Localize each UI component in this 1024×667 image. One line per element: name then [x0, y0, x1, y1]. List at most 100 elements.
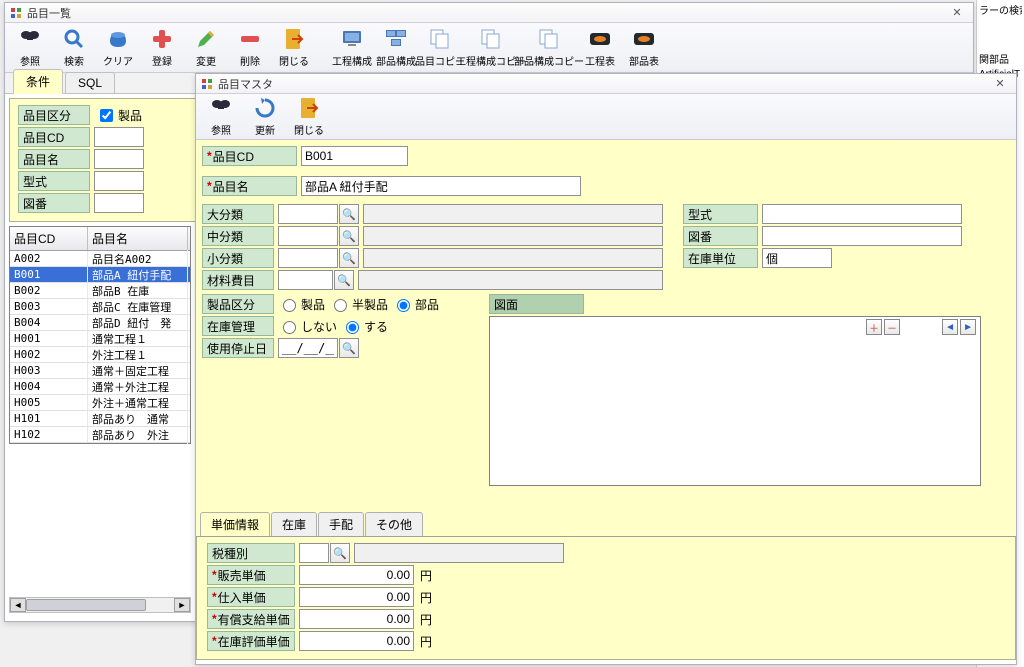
radio-stock-yes[interactable]: する: [341, 318, 388, 335]
field-model-label: 型式: [18, 171, 90, 191]
supply-price-input[interactable]: [299, 609, 414, 629]
col-name[interactable]: 品目名: [88, 227, 188, 250]
field-name-label: 品目名: [18, 149, 90, 169]
delete-button[interactable]: 削除: [229, 25, 271, 71]
search-button[interactable]: 検索: [53, 25, 95, 71]
item-master-toolbar: 参照 更新 閉じる: [196, 94, 1016, 140]
sell-price-input[interactable]: [299, 565, 414, 585]
stopdate-input[interactable]: [278, 338, 338, 358]
radio-stock-no[interactable]: しない: [278, 318, 337, 335]
filter-drawing-input[interactable]: [94, 193, 144, 213]
next-icon[interactable]: ►: [960, 319, 976, 335]
field-drawing-label: 図番: [18, 193, 90, 213]
parts-table-button[interactable]: 部品表: [623, 25, 665, 71]
yen-label: 円: [420, 567, 432, 584]
model-label: 型式: [683, 204, 758, 224]
clear-button[interactable]: クリア: [97, 25, 139, 71]
parts-copy-button[interactable]: 部品構成コピー: [521, 25, 577, 71]
tab-stock[interactable]: 在庫: [271, 512, 317, 536]
item-list-title: 品目一覧: [27, 5, 71, 21]
product-checkbox[interactable]: 製品: [96, 106, 142, 125]
bg-item-1: 関部品: [979, 51, 1022, 66]
stock-label: 在庫管理: [202, 316, 274, 336]
search-icon[interactable]: 🔍: [339, 248, 359, 268]
grid-hscroll[interactable]: ◄►: [9, 597, 191, 613]
filter-cd-input[interactable]: [94, 127, 144, 147]
material-desc: [358, 270, 663, 290]
cd-label: 品目CD: [202, 146, 297, 166]
buy-price-label: 仕入単価: [207, 587, 295, 607]
item-master-titlebar: 品目マスタ ✕: [196, 74, 1016, 94]
eval-price-label: 在庫評価単価: [207, 631, 295, 651]
sell-price-label: 販売単価: [207, 565, 295, 585]
close-icon[interactable]: ✕: [988, 77, 1012, 90]
kubun-label: 製品区分: [202, 294, 274, 314]
table-row[interactable]: H102部品あり 外注: [10, 427, 190, 443]
search-icon[interactable]: 🔍: [339, 338, 359, 358]
tab-conditions[interactable]: 条件: [13, 69, 63, 94]
filter-name-input[interactable]: [94, 149, 144, 169]
cat2-label: 中分類: [202, 226, 274, 246]
process-table-button[interactable]: 工程表: [579, 25, 621, 71]
radio-semi[interactable]: 半製品: [329, 296, 388, 313]
field-kubun-label: 品目区分: [18, 105, 90, 125]
cat1-label: 大分類: [202, 204, 274, 224]
add-icon[interactable]: ＋: [866, 319, 882, 335]
drawno-input[interactable]: [762, 226, 962, 246]
cat3-input[interactable]: [278, 248, 338, 268]
tax-desc: [354, 543, 564, 563]
app-icon: [200, 77, 214, 91]
remove-icon[interactable]: －: [884, 319, 900, 335]
unit-input[interactable]: [762, 248, 832, 268]
parts-structure-button[interactable]: 部品構成: [375, 25, 417, 71]
process-copy-button[interactable]: 工程構成コピー: [463, 25, 519, 71]
tax-input[interactable]: [299, 543, 329, 563]
item-list-toolbar: 参照 検索 クリア 登録 変更 削除 閉じる 工程構成 部品構成 品目コピー 工…: [5, 23, 973, 73]
item-master-form: 品目CD 品目名 大分類 🔍 中分類 🔍 小分類 🔍: [196, 140, 1016, 660]
unit-label: 在庫単位: [683, 248, 758, 268]
edit-button[interactable]: 変更: [185, 25, 227, 71]
register-button[interactable]: 登録: [141, 25, 183, 71]
stock-radio-group: しない する: [278, 318, 388, 335]
process-structure-button[interactable]: 工程構成: [331, 25, 373, 71]
update-button[interactable]: 更新: [244, 94, 286, 140]
cat1-input[interactable]: [278, 204, 338, 224]
buy-price-input[interactable]: [299, 587, 414, 607]
browse-button[interactable]: 参照: [200, 94, 242, 140]
cd-input[interactable]: [301, 146, 408, 166]
eval-price-input[interactable]: [299, 631, 414, 651]
cat2-input[interactable]: [278, 226, 338, 246]
search-icon[interactable]: 🔍: [330, 543, 350, 563]
close-icon[interactable]: ✕: [945, 6, 969, 19]
radio-product[interactable]: 製品: [278, 296, 325, 313]
yen-label: 円: [420, 589, 432, 606]
tab-price[interactable]: 単価情報: [200, 512, 270, 536]
name-label: 品目名: [202, 176, 297, 196]
close-button[interactable]: 閉じる: [288, 94, 330, 140]
browse-button[interactable]: 参照: [9, 25, 51, 71]
close-button[interactable]: 閉じる: [273, 25, 315, 71]
tab-other[interactable]: その他: [365, 512, 423, 536]
item-master-window: 品目マスタ ✕ 参照 更新 閉じる 品目CD 品目名 大分類 🔍 中分類 🔍: [195, 73, 1017, 665]
drawing-area: ＋ － ◄ ►: [489, 316, 981, 486]
prev-icon[interactable]: ◄: [942, 319, 958, 335]
search-icon[interactable]: 🔍: [339, 204, 359, 224]
model-input[interactable]: [762, 204, 962, 224]
name-input[interactable]: [301, 176, 581, 196]
tab-arrange[interactable]: 手配: [318, 512, 364, 536]
col-cd[interactable]: 品目CD: [10, 227, 88, 250]
search-icon[interactable]: 🔍: [334, 270, 354, 290]
drawing-button[interactable]: 図面: [489, 294, 584, 314]
tax-label: 税種別: [207, 543, 295, 563]
radio-part[interactable]: 部品: [392, 296, 439, 313]
yen-label: 円: [420, 611, 432, 628]
item-list-titlebar: 品目一覧 ✕: [5, 3, 973, 23]
stopdate-label: 使用停止日: [202, 338, 274, 358]
search-icon[interactable]: 🔍: [339, 226, 359, 246]
material-label: 材料費目: [202, 270, 274, 290]
tab-sql[interactable]: SQL: [65, 72, 115, 93]
item-copy-button[interactable]: 品目コピー: [419, 25, 461, 71]
material-input[interactable]: [278, 270, 333, 290]
filter-model-input[interactable]: [94, 171, 144, 191]
app-icon: [9, 6, 23, 20]
